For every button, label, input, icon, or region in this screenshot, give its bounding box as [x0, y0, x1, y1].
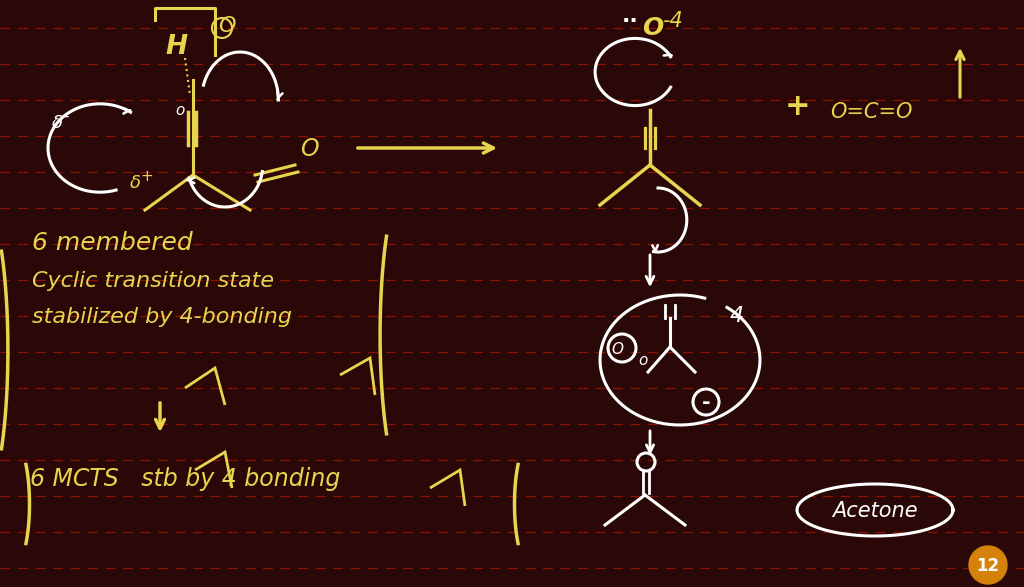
Circle shape: [969, 546, 1007, 584]
Text: O: O: [642, 16, 664, 40]
Text: 12: 12: [977, 557, 999, 575]
Text: 6 MCTS   stb by 4 bonding: 6 MCTS stb by 4 bonding: [30, 467, 340, 491]
Text: Acetone: Acetone: [833, 501, 918, 521]
Text: δ: δ: [52, 114, 63, 132]
Text: stabilized by 4-bonding: stabilized by 4-bonding: [32, 307, 292, 327]
Text: o: o: [638, 353, 647, 368]
Text: -: -: [62, 107, 69, 125]
Text: +: +: [140, 169, 153, 184]
Text: +: +: [785, 92, 811, 121]
Text: 6 membered: 6 membered: [32, 231, 193, 255]
Text: -: -: [701, 393, 711, 413]
Text: O: O: [218, 16, 236, 36]
Text: o: o: [175, 103, 184, 118]
Text: δ: δ: [130, 174, 141, 192]
Text: Cyclic transition state: Cyclic transition state: [32, 271, 274, 291]
Text: H: H: [166, 34, 188, 60]
Text: O: O: [300, 137, 318, 161]
Text: ..: ..: [622, 6, 639, 26]
Text: 4: 4: [730, 306, 744, 326]
Text: O: O: [611, 342, 623, 356]
Text: O=C=O: O=C=O: [830, 102, 912, 122]
Text: -4: -4: [662, 11, 683, 31]
